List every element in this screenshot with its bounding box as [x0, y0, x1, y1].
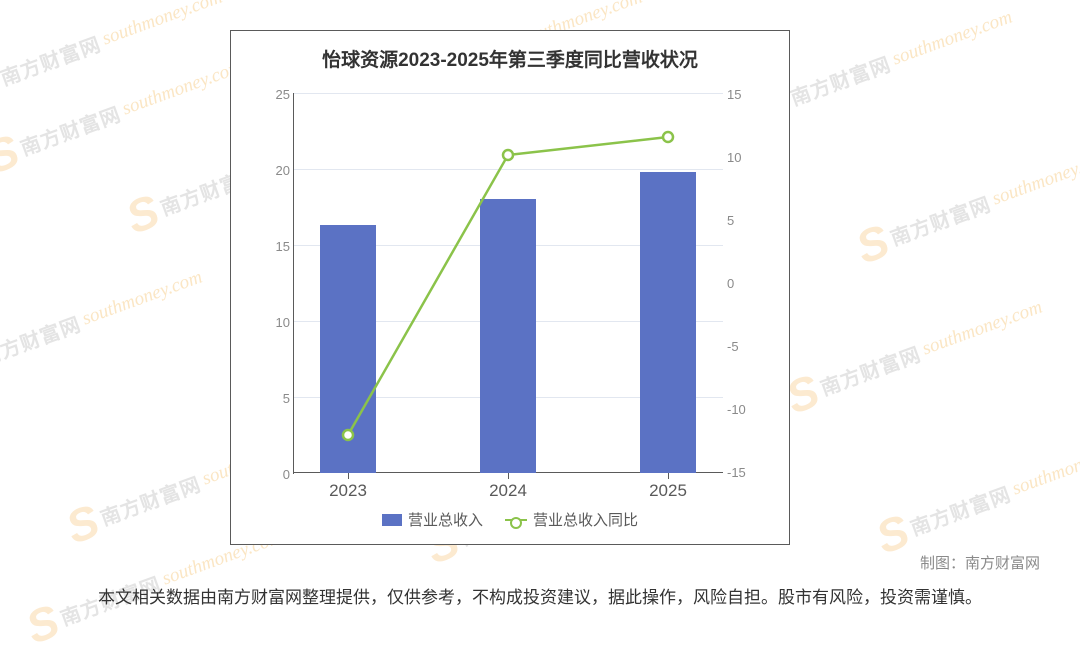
footer-disclaimer: 本文相关数据由南方财富网整理提供，仅供参考，不构成投资建议，据此操作，风险自担。…: [0, 585, 1080, 611]
chart-credit: 制图：南方财富网: [920, 552, 1040, 573]
category-label-2024[interactable]: 2024: [480, 481, 536, 501]
watermark-cn-text: 南方财富网: [816, 338, 925, 401]
left-axis-tick: 5: [235, 391, 290, 406]
chart-title: 怡球资源2023-2025年第三季度同比营收状况: [231, 45, 789, 72]
watermark-logo-icon: S: [0, 127, 25, 181]
watermark-cn-text: 南方财富网: [0, 28, 104, 91]
watermark-en-text: southmoney.com: [99, 0, 225, 50]
x-axis-tick: [668, 473, 669, 479]
left-axis-tick: 25: [235, 87, 290, 102]
watermark-cn-text: 南方财富网: [16, 98, 125, 161]
category-label-2025[interactable]: 2025: [640, 481, 696, 501]
right-axis-tick: 10: [727, 150, 777, 165]
data-point-2025: [663, 132, 673, 142]
watermark-logo-icon: S: [870, 507, 915, 561]
watermark-logo-icon: S: [60, 497, 105, 551]
right-axis-tick: 0: [727, 276, 777, 291]
chart-legend: 营业总收入 营业总收入同比: [231, 509, 789, 530]
right-axis-tick: 5: [727, 213, 777, 228]
watermark-en-text: southmoney.com: [1009, 437, 1080, 501]
legend-label-revenue: 营业总收入: [408, 509, 483, 530]
left-axis-tick: 0: [235, 467, 290, 482]
watermark-cn-text: 南方财富网: [96, 468, 205, 531]
watermark-cn-text: 南方财富网: [906, 478, 1015, 541]
plot-area: 25 20 15 10 5 0 15 10 5 0 -5 -10 -15 202…: [293, 93, 723, 473]
legend-item-yoy[interactable]: 营业总收入同比: [505, 509, 638, 530]
watermark-en-text: southmoney.com: [79, 267, 205, 331]
legend-swatch-line-icon: [505, 519, 527, 521]
x-axis-tick: [348, 473, 349, 479]
watermark-en-text: southmoney.com: [919, 297, 1045, 361]
left-axis-tick: 15: [235, 239, 290, 254]
left-axis-tick: 10: [235, 315, 290, 330]
right-axis-tick: -10: [727, 402, 777, 417]
watermark-en-text: southmoney.com: [989, 147, 1080, 211]
chart-container: 怡球资源2023-2025年第三季度同比营收状况 25 20 15 10 5 0…: [230, 30, 790, 545]
data-point-2024: [503, 150, 513, 160]
category-label-2023[interactable]: 2023: [320, 481, 376, 501]
legend-swatch-bar-icon: [382, 514, 402, 526]
watermark-logo-icon: S: [0, 57, 5, 111]
watermark-cn-text: 南方财富网: [886, 188, 995, 251]
legend-item-revenue[interactable]: 营业总收入: [382, 509, 483, 530]
watermark-logo-icon: S: [850, 217, 895, 271]
right-axis-tick: -15: [727, 465, 777, 480]
watermark-logo-icon: S: [120, 187, 165, 241]
x-axis-tick: [508, 473, 509, 479]
watermark-en-text: southmoney.com: [889, 7, 1015, 71]
right-axis-tick: -5: [727, 339, 777, 354]
watermark-cn-text: 南方财富网: [0, 308, 84, 371]
watermark-cn-text: 南方财富网: [786, 48, 895, 111]
right-axis-tick: 15: [727, 87, 777, 102]
data-point-2023: [343, 430, 353, 440]
left-axis-tick: 20: [235, 163, 290, 178]
legend-label-yoy: 营业总收入同比: [533, 509, 638, 530]
trend-line-series[interactable]: [293, 93, 723, 473]
watermark-en-text: southmoney.com: [119, 57, 245, 121]
